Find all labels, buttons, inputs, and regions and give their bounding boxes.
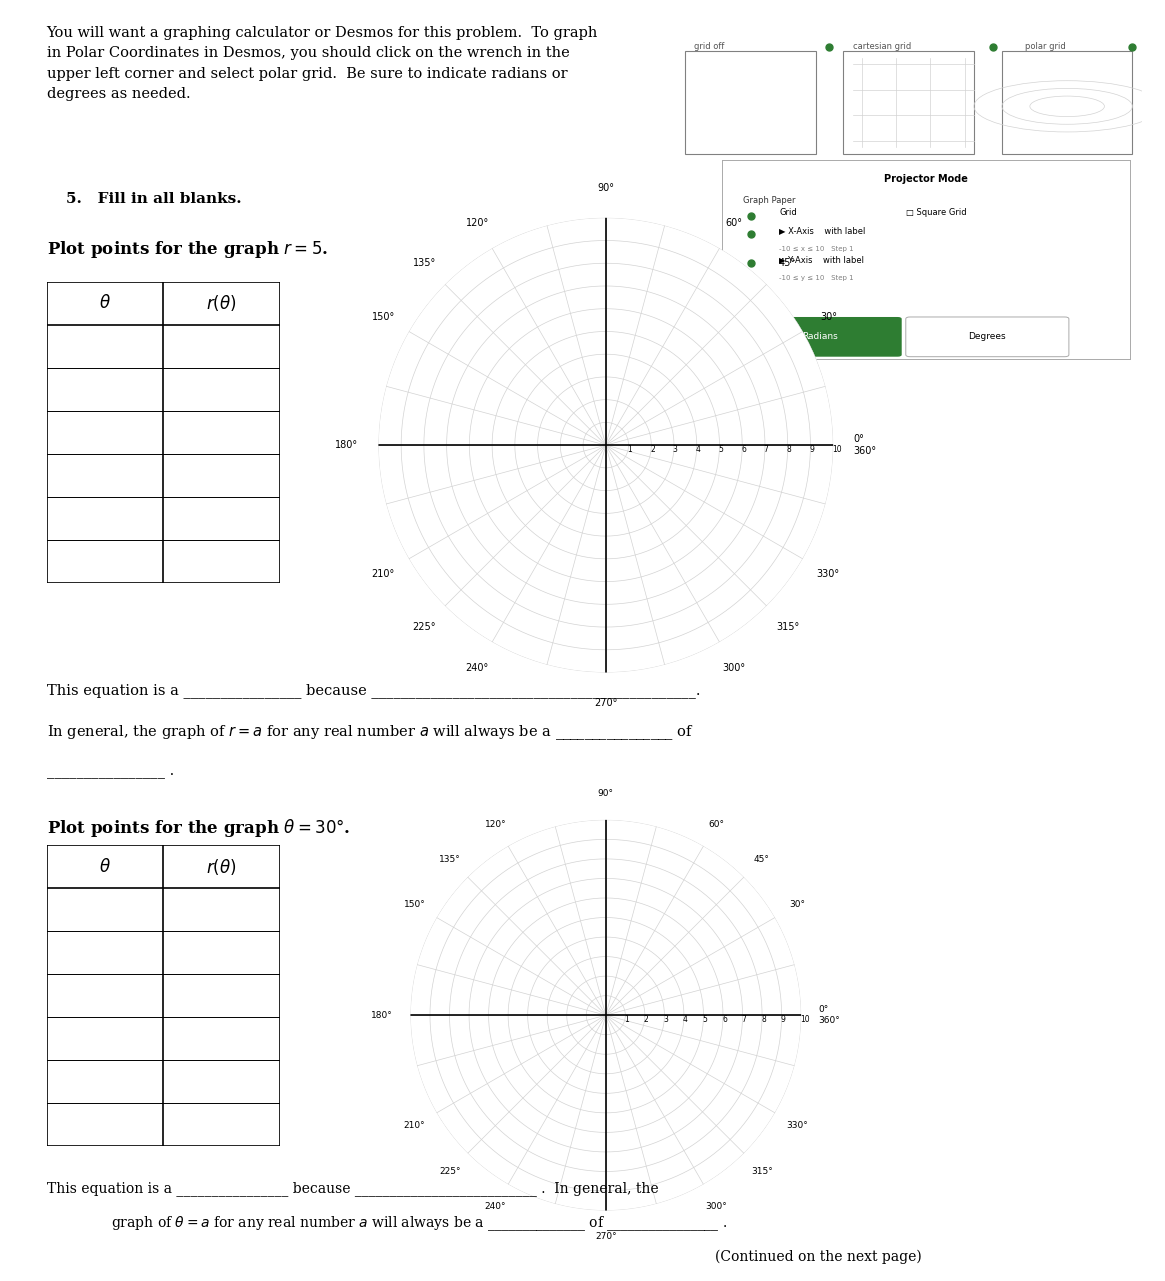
Text: 210°: 210° [372, 569, 395, 579]
Text: 60°: 60° [726, 218, 743, 228]
Text: 315°: 315° [751, 1167, 772, 1176]
Text: 270°: 270° [594, 698, 617, 707]
Text: 3: 3 [673, 446, 678, 455]
Text: -10 ≤ x ≤ 10   Step 1: -10 ≤ x ≤ 10 Step 1 [779, 246, 854, 251]
Text: 7: 7 [764, 446, 769, 455]
Text: You will want a graphing calculator or Desmos for this problem.  To graph
in Pol: You will want a graphing calculator or D… [47, 26, 598, 101]
Text: 180°: 180° [334, 441, 358, 450]
Text: (Continued on the next page): (Continued on the next page) [715, 1249, 922, 1264]
Text: 6: 6 [741, 446, 746, 455]
Text: 7: 7 [742, 1015, 747, 1025]
Text: 6: 6 [722, 1015, 727, 1025]
Text: In general, the graph of $r = a$ for any real number $a$ will always be a ______: In general, the graph of $r = a$ for any… [47, 724, 693, 742]
Text: polar grid: polar grid [1025, 42, 1066, 51]
Text: 10: 10 [800, 1015, 810, 1025]
FancyBboxPatch shape [739, 316, 902, 356]
Text: $\theta$: $\theta$ [99, 858, 111, 876]
Text: grid off: grid off [694, 42, 725, 51]
Text: Degrees: Degrees [968, 332, 1007, 341]
Text: 2: 2 [644, 1015, 649, 1025]
Text: 30°: 30° [789, 901, 805, 910]
Text: 0°
360°: 0° 360° [819, 1006, 840, 1025]
Text: 1: 1 [624, 1015, 629, 1025]
Text: Graph Paper: Graph Paper [743, 196, 796, 205]
Text: □ Square Grid: □ Square Grid [905, 208, 967, 216]
Text: 4: 4 [696, 446, 700, 455]
Text: 135°: 135° [439, 854, 460, 863]
Text: 150°: 150° [372, 311, 395, 322]
Text: cartesian grid: cartesian grid [853, 42, 911, 51]
Text: Grid: Grid [779, 208, 797, 216]
Text: 9: 9 [810, 446, 814, 455]
Text: 5: 5 [702, 1015, 707, 1025]
Text: 120°: 120° [485, 820, 507, 829]
Text: 45°: 45° [779, 259, 796, 269]
Text: Plot points for the graph $\theta = 30\degree$.: Plot points for the graph $\theta = 30\d… [47, 816, 350, 839]
Text: 1: 1 [628, 446, 633, 455]
Text: This equation is a ________________ because ____________________________________: This equation is a ________________ beca… [47, 683, 700, 698]
Text: Angles: Angles [743, 290, 771, 298]
Text: $r(\theta)$: $r(\theta)$ [206, 857, 236, 877]
Text: Projector Mode: Projector Mode [884, 174, 968, 184]
FancyBboxPatch shape [905, 316, 1069, 356]
Text: 9: 9 [781, 1015, 785, 1025]
Text: 225°: 225° [439, 1167, 460, 1176]
Text: 330°: 330° [817, 569, 840, 579]
Text: 240°: 240° [466, 662, 489, 673]
Text: 5.   Fill in all blanks.: 5. Fill in all blanks. [65, 192, 241, 205]
Text: 180°: 180° [372, 1011, 393, 1020]
Text: 330°: 330° [786, 1121, 807, 1130]
Text: 30°: 30° [820, 311, 836, 322]
Text: ________________ .: ________________ . [47, 766, 174, 779]
Text: 45°: 45° [754, 854, 770, 863]
Text: 300°: 300° [722, 662, 746, 673]
Text: 4: 4 [683, 1015, 687, 1025]
Text: -10 ≤ y ≤ 10   Step 1: -10 ≤ y ≤ 10 Step 1 [779, 275, 854, 282]
Text: 225°: 225° [412, 621, 436, 632]
Text: graph of $\theta = a$ for any real number $a$ will always be a ______________ of: graph of $\theta = a$ for any real numbe… [111, 1214, 727, 1232]
Text: 8: 8 [786, 446, 791, 455]
Text: 315°: 315° [776, 621, 799, 632]
Text: 120°: 120° [466, 218, 489, 228]
Text: 210°: 210° [404, 1121, 425, 1130]
Text: Plot points for the graph $r = 5$.: Plot points for the graph $r = 5$. [47, 240, 327, 260]
Text: $\theta$: $\theta$ [99, 295, 111, 313]
Text: 10: 10 [832, 446, 841, 455]
Text: 135°: 135° [412, 259, 436, 269]
Text: 150°: 150° [404, 901, 425, 910]
Text: 5: 5 [719, 446, 723, 455]
Text: $r(\theta)$: $r(\theta)$ [206, 293, 236, 314]
Text: ▶ X-Axis    with label: ▶ X-Axis with label [779, 225, 866, 234]
Text: 270°: 270° [595, 1232, 616, 1241]
Text: This equation is a ________________ because __________________________ .  In gen: This equation is a ________________ beca… [47, 1181, 658, 1196]
Text: 60°: 60° [708, 820, 725, 829]
Text: 90°: 90° [598, 183, 614, 192]
Text: 3: 3 [663, 1015, 669, 1025]
Text: 90°: 90° [598, 789, 614, 798]
Text: 8: 8 [761, 1015, 765, 1025]
Text: 0°
360°: 0° 360° [854, 434, 877, 456]
Text: ▶ Y-Axis    with label: ▶ Y-Axis with label [779, 255, 864, 264]
Text: 300°: 300° [705, 1202, 727, 1211]
Text: Radians: Radians [803, 332, 838, 341]
Text: 240°: 240° [485, 1202, 506, 1211]
Text: 2: 2 [650, 446, 655, 455]
